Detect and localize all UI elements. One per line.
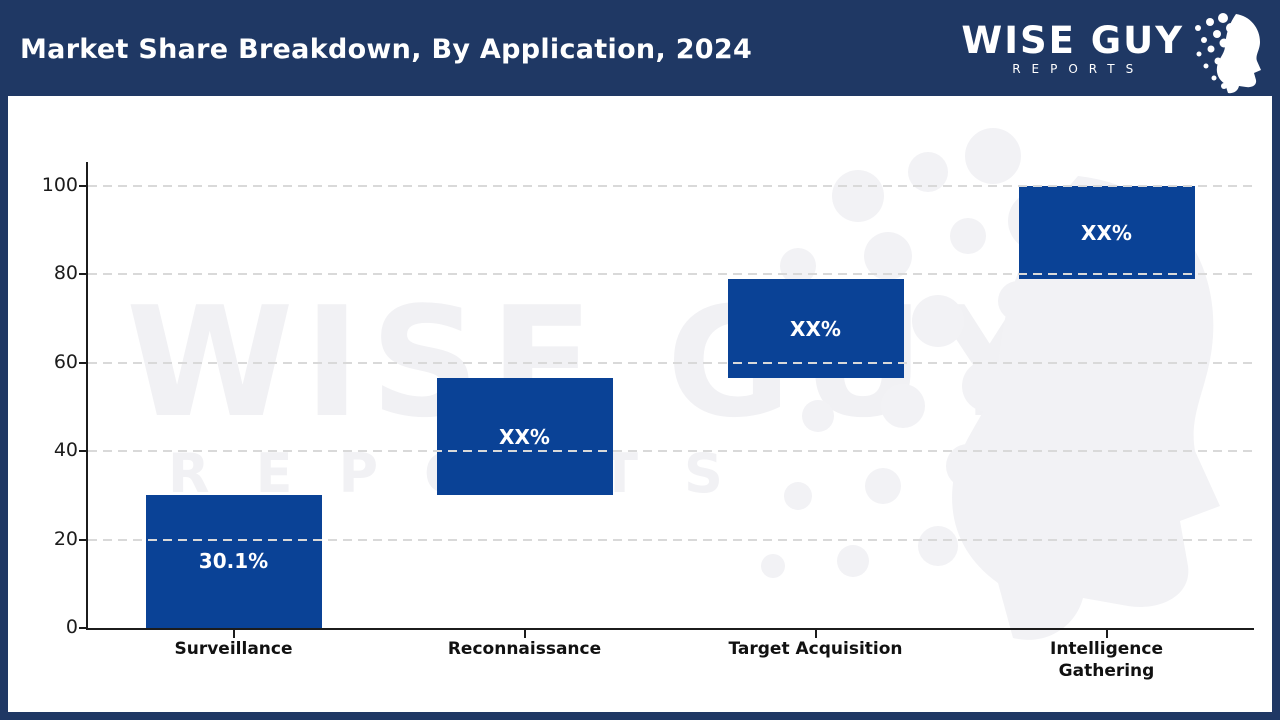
gridline-20 xyxy=(88,538,1252,541)
bar-target-acquisition[interactable] xyxy=(727,279,904,379)
header-bar: Market Share Breakdown, By Application, … xyxy=(0,0,1280,96)
wise-guy-logo-text: WISE GUY REPORTS xyxy=(961,19,1184,77)
chart-canvas: WISE GUY REPORTS 02040608010030.1%Survei… xyxy=(8,96,1272,712)
logo-subtitle: REPORTS xyxy=(1012,62,1145,76)
x-tick-0 xyxy=(232,630,235,638)
y-tick-label-60: 60 xyxy=(53,350,78,373)
y-tick-20 xyxy=(79,538,86,541)
page-title: Market Share Breakdown, By Application, … xyxy=(20,34,753,65)
y-tick-label-20: 20 xyxy=(53,527,78,550)
x-tick-3 xyxy=(1105,630,1108,638)
bar-surveillance[interactable] xyxy=(145,494,322,628)
x-category-label: Target Acquisition xyxy=(728,639,903,659)
bar-value-label: XX% xyxy=(499,424,550,449)
gridline-80 xyxy=(88,273,1252,276)
bar-value-label: XX% xyxy=(790,316,841,341)
wise-guy-logo: WISE GUY REPORTS xyxy=(961,8,1262,94)
y-tick-100 xyxy=(79,185,86,187)
gridline-40 xyxy=(88,450,1252,453)
gridline-60 xyxy=(88,361,1252,364)
y-axis-spine xyxy=(86,162,88,630)
y-tick-label-80: 80 xyxy=(53,262,78,285)
bar-intelligence-gathering[interactable] xyxy=(1018,186,1195,280)
y-tick-60 xyxy=(79,361,86,364)
y-tick-label-0: 0 xyxy=(65,616,78,638)
plot-area: 0 20 40 60 80 100 30.1% Surveillance XX% Reconnai… xyxy=(8,96,1272,712)
gridline-100 xyxy=(88,185,1252,187)
x-tick-2 xyxy=(814,630,817,638)
x-category-label: Surveillance xyxy=(174,639,293,659)
y-tick-0 xyxy=(79,627,86,629)
x-axis-spine xyxy=(86,628,1254,630)
y-tick-label-40: 40 xyxy=(53,439,78,462)
x-category-label: Intelligence Gathering xyxy=(1050,639,1163,681)
x-tick-1 xyxy=(523,630,526,638)
x-category-label: Reconnaissance xyxy=(447,639,602,659)
y-tick-80 xyxy=(79,273,86,276)
bar-value-label: 30.1% xyxy=(198,549,269,574)
dotted-face-profile-icon xyxy=(1190,12,1262,98)
bar-value-label: XX% xyxy=(1081,220,1132,245)
y-tick-label-100: 100 xyxy=(41,174,78,196)
y-tick-40 xyxy=(79,450,86,453)
bar-reconnaissance[interactable] xyxy=(436,378,613,495)
logo-wordmark: WISE GUY xyxy=(961,19,1184,62)
